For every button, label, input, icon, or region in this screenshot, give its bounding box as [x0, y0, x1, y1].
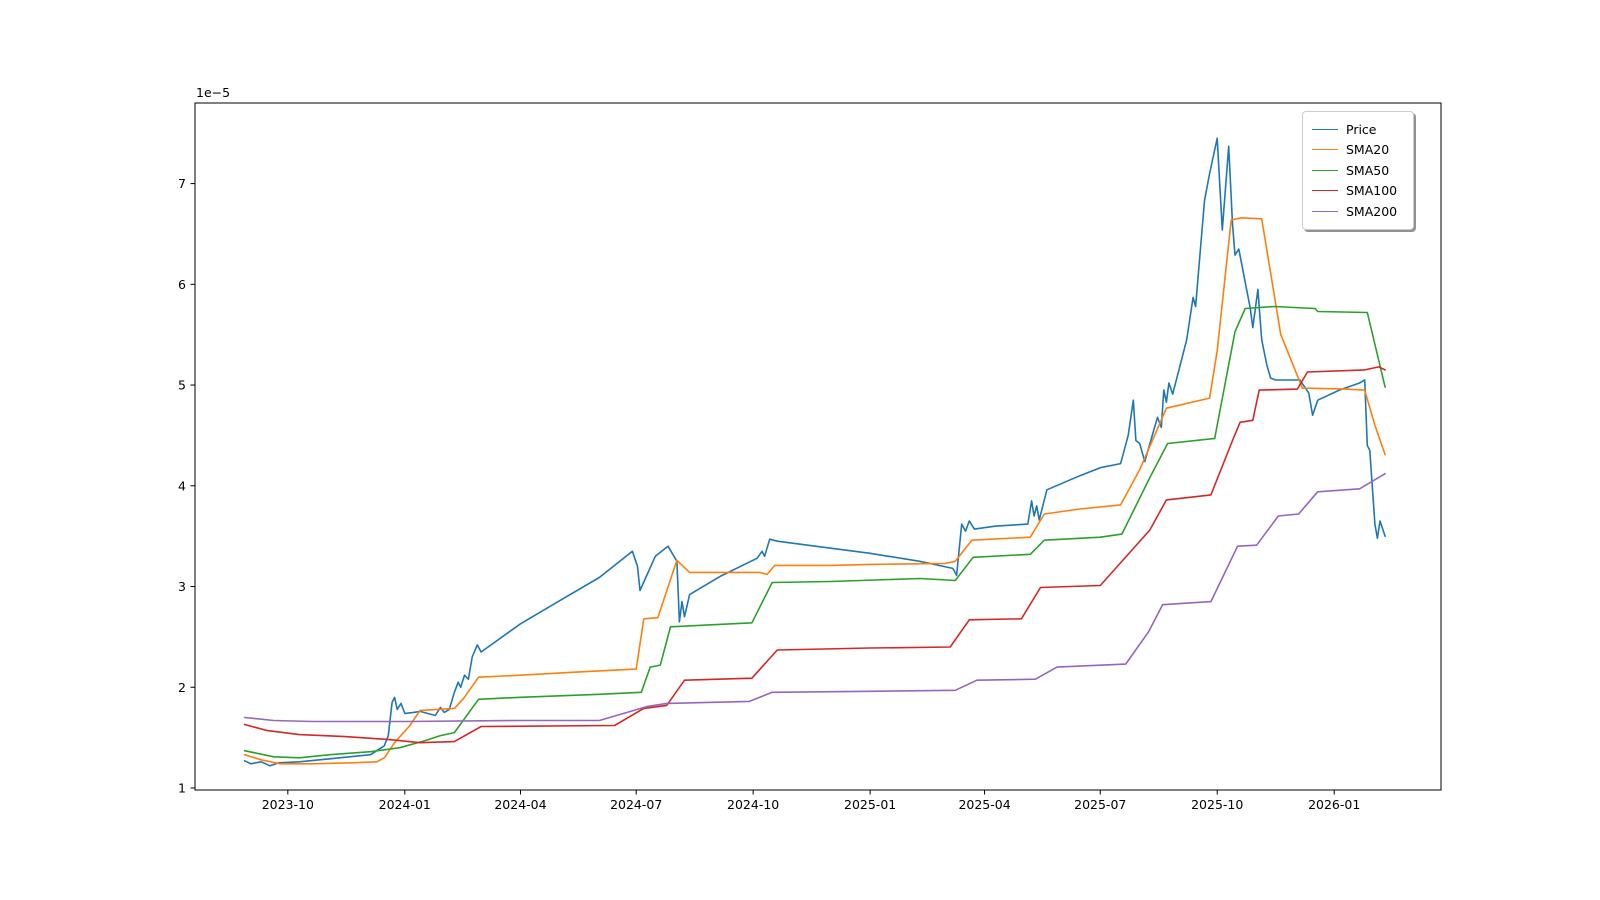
price-line: [243, 137, 1386, 767]
y-tick-label: 7: [178, 176, 186, 191]
x-tick-label: 2025-04: [958, 797, 1010, 812]
y-tick-label: 3: [178, 579, 186, 594]
sma200-line: [243, 472, 1386, 723]
legend-line-sma200: [1312, 210, 1338, 212]
y-axis-offset-label: 1e−5: [196, 85, 231, 100]
x-tick-label: 2025-07: [1074, 797, 1126, 812]
y-tick-label: 5: [178, 378, 186, 393]
legend: Price SMA20 SMA50 SMA100 SMA200: [1302, 111, 1414, 230]
legend-line-sma50: [1312, 169, 1338, 171]
legend-label-sma200: SMA200: [1346, 203, 1398, 219]
legend-item-sma200: SMA200: [1312, 201, 1404, 222]
x-tick-label: 2025-01: [844, 797, 896, 812]
sma50-line: [243, 305, 1386, 759]
legend-label-price: Price: [1346, 121, 1377, 137]
axes-frame: [194, 102, 1442, 791]
x-tick-label: 2023-10: [262, 797, 314, 812]
legend-label-sma50: SMA50: [1346, 162, 1390, 178]
y-tick-label: 2: [178, 680, 186, 695]
y-tick-label: 4: [178, 478, 186, 493]
legend-line-price: [1312, 128, 1338, 130]
legend-item-sma20: SMA20: [1312, 140, 1404, 161]
legend-line-sma100: [1312, 190, 1338, 192]
x-tick-label: 2024-01: [379, 797, 431, 812]
x-tick-label: 2024-10: [727, 797, 779, 812]
sma20-line: [243, 217, 1386, 765]
legend-label-sma20: SMA20: [1346, 142, 1390, 158]
x-tick-label: 2024-07: [610, 797, 662, 812]
x-tick-label: 2026-01: [1308, 797, 1360, 812]
legend-line-sma20: [1312, 149, 1338, 151]
legend-item-sma100: SMA100: [1312, 181, 1404, 202]
y-tick-label: 6: [178, 277, 186, 292]
y-tick-label: 1: [178, 780, 186, 795]
x-tick-label: 2025-10: [1191, 797, 1243, 812]
x-tick-label: 2024-04: [494, 797, 546, 812]
legend-label-sma100: SMA100: [1346, 183, 1398, 199]
legend-item-price: Price: [1312, 119, 1404, 140]
sma100-line: [243, 366, 1386, 744]
legend-item-sma50: SMA50: [1312, 160, 1404, 181]
